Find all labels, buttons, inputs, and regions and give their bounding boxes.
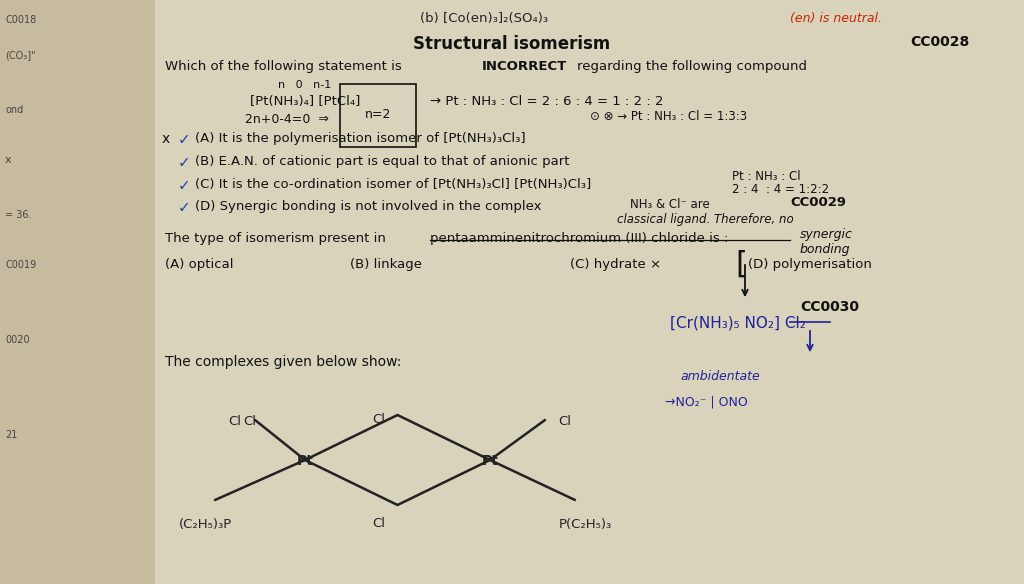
Text: ambidentate: ambidentate (680, 370, 760, 383)
Text: (D) Synergic bonding is not involved in the complex: (D) Synergic bonding is not involved in … (195, 200, 542, 213)
Text: n=2: n=2 (365, 109, 391, 121)
Text: 21: 21 (5, 430, 17, 440)
Text: P(C₂H₅)₃: P(C₂H₅)₃ (558, 518, 611, 531)
Text: classical ligand. Therefore, no: classical ligand. Therefore, no (617, 213, 794, 226)
Text: →NO₂⁻ | ONO: →NO₂⁻ | ONO (665, 395, 748, 408)
Text: Pt : NH₃ : Cl: Pt : NH₃ : Cl (732, 170, 801, 183)
Text: C0018: C0018 (5, 15, 36, 25)
Text: (B) E.A.N. of cationic part is equal to that of anionic part: (B) E.A.N. of cationic part is equal to … (195, 155, 569, 168)
Text: Cl: Cl (373, 517, 385, 530)
Text: Which of the following statement is: Which of the following statement is (165, 60, 406, 73)
Text: 0020: 0020 (5, 335, 30, 345)
Text: Structural isomerism: Structural isomerism (414, 35, 610, 53)
Text: 2n+0-4=0  ⇒: 2n+0-4=0 ⇒ (245, 113, 329, 126)
Text: C0019: C0019 (5, 260, 36, 270)
Text: Pt: Pt (297, 454, 313, 468)
Text: bonding: bonding (800, 243, 851, 256)
Text: (C₂H₅)₃P: (C₂H₅)₃P (178, 518, 231, 531)
Text: Cl: Cl (228, 415, 242, 428)
Text: pentaamminenitrochromium (III) chloride is :: pentaamminenitrochromium (III) chloride … (430, 232, 728, 245)
Text: (b) [Co(en)₃]₂(SO₄)₃: (b) [Co(en)₃]₂(SO₄)₃ (420, 12, 548, 25)
Text: [Cr(NH₃)₅ NO₂] Cl₂: [Cr(NH₃)₅ NO₂] Cl₂ (670, 315, 806, 330)
Text: (B) linkage: (B) linkage (350, 258, 422, 271)
Text: (C) hydrate ×: (C) hydrate × (570, 258, 662, 271)
Text: (C) It is the co-ordination isomer of [Pt(NH₃)₃Cl] [Pt(NH₃)Cl₃]: (C) It is the co-ordination isomer of [P… (195, 178, 591, 191)
Text: Cl: Cl (558, 415, 571, 428)
Bar (155, 0, 1024, 584)
Text: ✓: ✓ (178, 155, 190, 170)
Text: (CO₃]": (CO₃]" (5, 50, 36, 60)
Text: INCORRECT: INCORRECT (482, 60, 567, 73)
Text: NH₃ & Cl⁻ are: NH₃ & Cl⁻ are (630, 198, 710, 211)
Text: ond: ond (5, 105, 24, 115)
Text: ✓: ✓ (178, 178, 190, 193)
Text: (D) polymerisation: (D) polymerisation (748, 258, 871, 271)
Text: synergic: synergic (800, 228, 853, 241)
Text: [: [ (735, 250, 746, 279)
Text: x: x (162, 132, 170, 146)
Text: regarding the following compound: regarding the following compound (577, 60, 807, 73)
Text: x: x (5, 155, 11, 165)
Text: → Pt : NH₃ : Cl = 2 : 6 : 4 = 1 : 2 : 2: → Pt : NH₃ : Cl = 2 : 6 : 4 = 1 : 2 : 2 (430, 95, 664, 108)
Text: ⊙ ⊗ → Pt : NH₃ : Cl = 1:3:3: ⊙ ⊗ → Pt : NH₃ : Cl = 1:3:3 (590, 110, 748, 123)
Text: CC0029: CC0029 (790, 196, 846, 209)
Text: Cl: Cl (373, 413, 385, 426)
Bar (0, 0, 155, 584)
Text: ✓: ✓ (178, 200, 190, 215)
Text: The complexes given below show:: The complexes given below show: (165, 355, 401, 369)
Text: n   0   n-1: n 0 n-1 (278, 80, 331, 90)
Text: Cl: Cl (244, 415, 256, 428)
Text: 2 : 4  : 4 = 1:2:2: 2 : 4 : 4 = 1:2:2 (732, 183, 829, 196)
Text: CC0028: CC0028 (910, 35, 970, 49)
Text: Pt: Pt (481, 454, 499, 468)
Text: (A) It is the polymerisation isomer of [Pt(NH₃)₃Cl₃]: (A) It is the polymerisation isomer of [… (195, 132, 525, 145)
Text: ✓: ✓ (178, 132, 190, 147)
Text: (en) is neutral.: (en) is neutral. (790, 12, 882, 25)
Text: [Pt(NH₃)₄] [PtCl₄]: [Pt(NH₃)₄] [PtCl₄] (250, 95, 360, 108)
Text: CC0030: CC0030 (800, 300, 859, 314)
Text: = 36.: = 36. (5, 210, 32, 220)
Text: The type of isomerism present in: The type of isomerism present in (165, 232, 386, 245)
Text: (A) optical: (A) optical (165, 258, 233, 271)
